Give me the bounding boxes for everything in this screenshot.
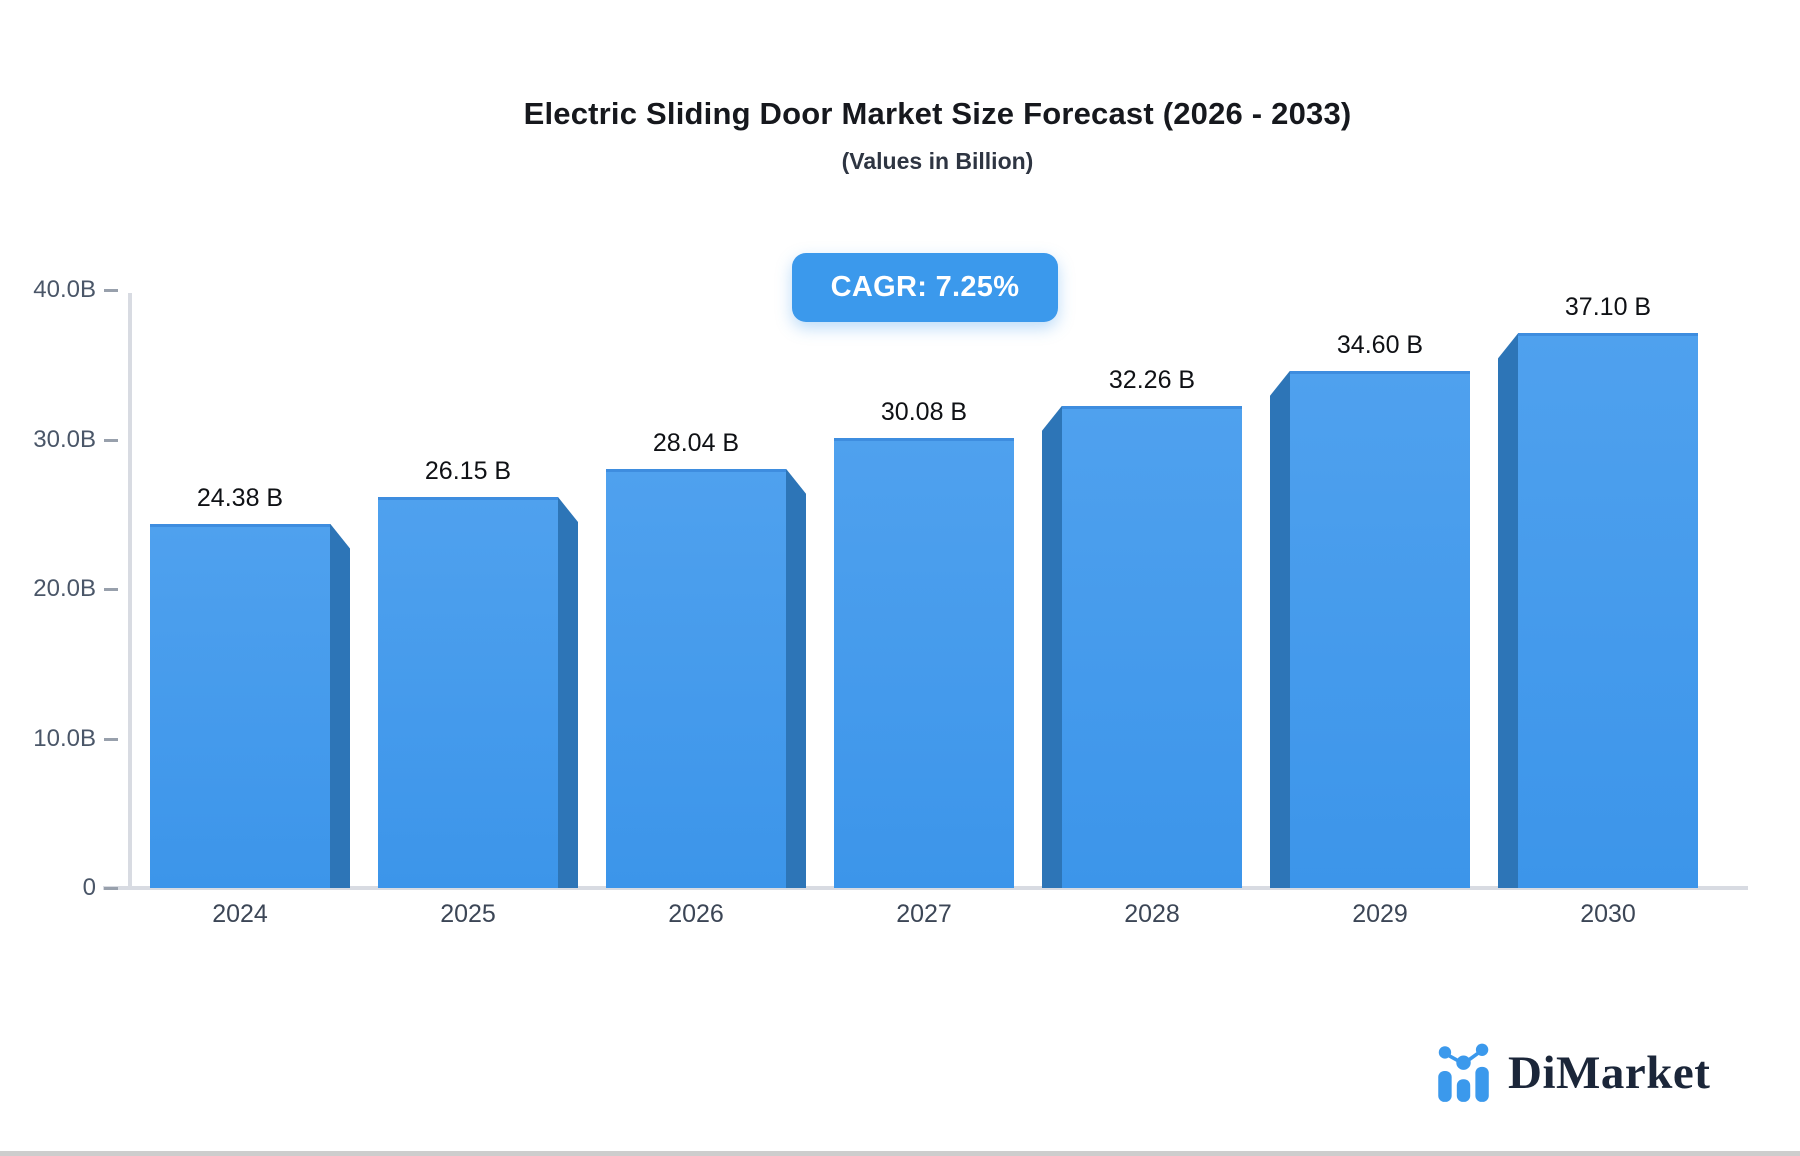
chart-title: Electric Sliding Door Market Size Foreca…: [523, 96, 1352, 131]
cagr-badge-label: CAGR: 7.25%: [830, 271, 1020, 303]
y-tick-label: 40.0B: [33, 276, 96, 303]
y-axis-line: [128, 293, 132, 888]
bar-value-label-2027: 30.08 B: [880, 398, 968, 427]
x-axis-label-2024: 2024: [212, 900, 268, 928]
y-tick-mark: [104, 289, 118, 292]
x-axis-label-2029: 2029: [1352, 900, 1408, 928]
bar-value-label-2025: 26.15 B: [424, 457, 512, 486]
brand-logo-text: DiMarket: [1508, 1047, 1711, 1099]
y-tick-label: 10.0B: [33, 724, 96, 752]
cagr-badge: CAGR: 7.25%: [792, 253, 1058, 322]
bar-2024: [150, 523, 330, 888]
y-tick-mark: [104, 438, 118, 442]
y-tick-label: 0: [82, 874, 96, 901]
x-axis-label-2027: 2027: [896, 900, 952, 928]
y-tick-label: 30.0B: [33, 425, 96, 453]
y-tick-mark: [104, 737, 118, 741]
bar-2027: [834, 438, 1014, 888]
bar-value-label-2029: 34.60 B: [1336, 330, 1424, 359]
bar-2030: [1518, 333, 1698, 888]
bar-side-face-2029: [1270, 370, 1290, 888]
page-bottom-edge: [0, 1151, 1800, 1156]
bar-value-label-2028: 32.26 B: [1108, 365, 1196, 394]
brand-logo: DiMarket: [1430, 1040, 1710, 1106]
y-tick-mark: [104, 887, 118, 890]
bar-side-face-2024: [330, 523, 350, 888]
bar-2026: [606, 468, 786, 888]
y-tick-label: 20.0B: [33, 575, 96, 602]
x-axis-label-2028: 2028: [1124, 900, 1180, 928]
bar-value-label-2026: 28.04 B: [652, 428, 740, 457]
bar-2028: [1062, 405, 1242, 888]
x-axis-baseline: [103, 886, 1748, 890]
bar-side-face-2028: [1042, 405, 1062, 888]
x-axis-label-2025: 2025: [440, 900, 496, 928]
chart-subtitle: (Values in Billion): [841, 148, 1034, 174]
x-axis-label-2026: 2026: [668, 900, 724, 928]
bar-chart-trend-icon: [1438, 1043, 1489, 1102]
bar-side-face-2026: [786, 468, 806, 888]
bar-2025: [378, 497, 558, 888]
bar-2029: [1290, 370, 1470, 888]
x-axis-label-2030: 2030: [1580, 900, 1636, 928]
bar-value-label-2030: 37.10 B: [1564, 293, 1652, 322]
bar-side-face-2030: [1498, 333, 1518, 888]
bar-side-face-2025: [558, 497, 578, 888]
bar-value-label-2024: 24.38 B: [196, 483, 284, 512]
y-tick-mark: [104, 588, 118, 591]
